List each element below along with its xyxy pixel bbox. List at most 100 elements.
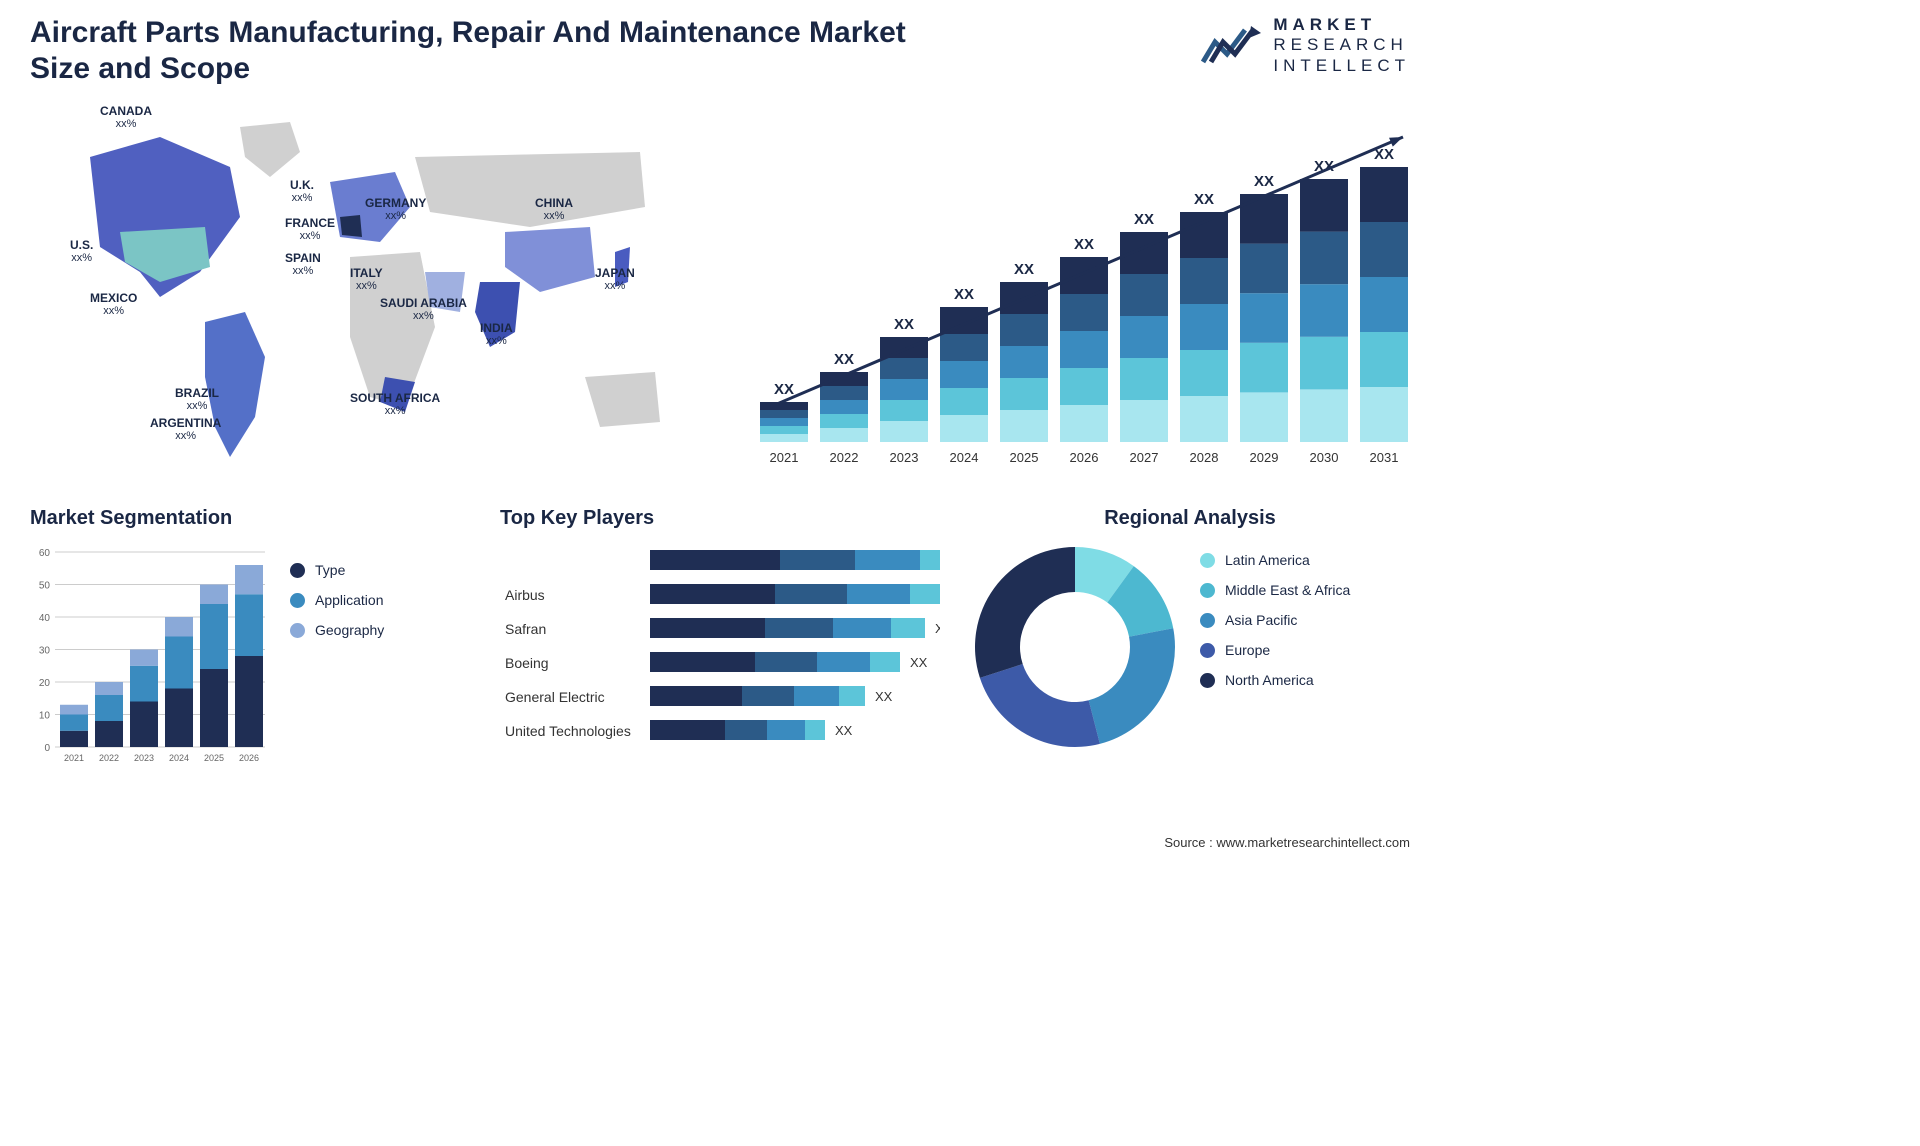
map-label-name: ARGENTINA (150, 416, 221, 430)
legend-label: Latin America (1225, 552, 1310, 568)
growth-year-label: 2028 (1190, 450, 1219, 465)
player-bar-seg (805, 720, 825, 740)
player-bar-seg (765, 618, 833, 638)
growth-bar-seg (1300, 337, 1348, 390)
growth-year-label: 2021 (770, 450, 799, 465)
player-label: Airbus (505, 587, 545, 603)
seg-ytick: 60 (39, 548, 51, 559)
growth-bar-seg (1300, 232, 1348, 285)
map-label-pct: xx% (175, 400, 219, 412)
legend-label: Type (315, 562, 345, 578)
player-bar-seg (650, 584, 775, 604)
map-label: SOUTH AFRICAxx% (350, 392, 440, 417)
seg-bar-seg (200, 585, 228, 605)
map-label-name: FRANCE (285, 216, 335, 230)
legend-label: Europe (1225, 642, 1270, 658)
logo-text-1: MARKET (1273, 15, 1410, 35)
growth-bar-seg (1240, 293, 1288, 343)
map-label: SAUDI ARABIAxx% (380, 297, 467, 322)
growth-bar-seg (940, 388, 988, 415)
player-bar-seg (794, 686, 839, 706)
growth-bar-seg (1120, 232, 1168, 274)
player-label: Boeing (505, 655, 549, 671)
growth-bar-label: XX (1134, 211, 1154, 228)
regional-legend: Latin AmericaMiddle East & AfricaAsia Pa… (1200, 542, 1350, 688)
regional-donut-chart (970, 542, 1180, 752)
map-label-pct: xx% (100, 118, 152, 130)
map-label-pct: xx% (90, 305, 137, 317)
seg-year-label: 2026 (239, 753, 259, 763)
seg-ytick: 30 (39, 646, 51, 657)
legend-label: North America (1225, 672, 1314, 688)
growth-bar-seg (1360, 332, 1408, 387)
growth-bar-seg (1060, 257, 1108, 294)
map-label-name: SOUTH AFRICA (350, 391, 440, 405)
growth-year-label: 2031 (1370, 450, 1399, 465)
seg-bar-seg (235, 565, 263, 594)
map-label: U.S.xx% (70, 239, 93, 264)
segmentation-title: Market Segmentation (30, 507, 470, 530)
legend-swatch (1200, 553, 1215, 568)
map-label: FRANCExx% (285, 217, 335, 242)
seg-year-label: 2025 (204, 753, 224, 763)
growth-bar-label: XX (894, 316, 914, 333)
seg-bar-seg (200, 604, 228, 669)
growth-bar-seg (880, 358, 928, 379)
logo-text-3: INTELLECT (1273, 56, 1410, 76)
growth-bar-seg (1240, 392, 1288, 442)
players-title: Top Key Players (500, 507, 940, 530)
growth-bar-seg (1180, 304, 1228, 350)
growth-bar-seg (1180, 396, 1228, 442)
seg-bar-seg (60, 731, 88, 747)
map-label-pct: xx% (365, 210, 426, 222)
page-title: Aircraft Parts Manufacturing, Repair And… (30, 15, 930, 87)
map-label-pct: xx% (350, 280, 383, 292)
legend-item: Geography (290, 622, 384, 638)
player-bar-seg (650, 720, 725, 740)
growth-year-label: 2027 (1130, 450, 1159, 465)
legend-item: Latin America (1200, 552, 1350, 568)
map-label-pct: xx% (535, 210, 573, 222)
map-label-name: JAPAN (595, 266, 635, 280)
map-label-name: SAUDI ARABIA (380, 296, 467, 310)
legend-item: North America (1200, 672, 1350, 688)
map-label: ITALYxx% (350, 267, 383, 292)
segmentation-legend: TypeApplicationGeography (290, 542, 384, 772)
map-label-name: BRAZIL (175, 386, 219, 400)
legend-swatch (290, 593, 305, 608)
player-bar-seg (650, 652, 755, 672)
player-bar-seg (650, 550, 780, 570)
player-label: General Electric (505, 689, 605, 705)
player-value: XX (910, 655, 928, 670)
legend-item: Asia Pacific (1200, 612, 1350, 628)
map-label: INDIAxx% (480, 322, 513, 347)
growth-bar-seg (1000, 314, 1048, 346)
source-attribution: Source : www.marketresearchintellect.com (1164, 835, 1410, 850)
growth-bar-seg (1300, 179, 1348, 232)
player-bar-seg (742, 686, 794, 706)
regional-panel: Regional Analysis Latin AmericaMiddle Ea… (970, 507, 1410, 772)
growth-bar-seg (820, 400, 868, 414)
map-label: U.K.xx% (290, 179, 314, 204)
legend-swatch (290, 623, 305, 638)
growth-bar-seg (1000, 410, 1048, 442)
player-bar-seg (775, 584, 847, 604)
player-bar-seg (920, 550, 940, 570)
player-label: United Technologies (505, 723, 631, 739)
map-label-pct: xx% (480, 335, 513, 347)
map-label: JAPANxx% (595, 267, 635, 292)
growth-bar-seg (1180, 350, 1228, 396)
player-bar-seg (855, 550, 920, 570)
donut-slice (1089, 628, 1175, 744)
map-label-name: GERMANY (365, 196, 426, 210)
growth-year-label: 2022 (830, 450, 859, 465)
map-label-name: MEXICO (90, 291, 137, 305)
logo-text-2: RESEARCH (1273, 35, 1410, 55)
map-label: GERMANYxx% (365, 197, 426, 222)
seg-ytick: 40 (39, 613, 51, 624)
legend-swatch (290, 563, 305, 578)
growth-year-label: 2024 (950, 450, 979, 465)
growth-bar-seg (1060, 331, 1108, 368)
growth-bar-seg (1120, 358, 1168, 400)
map-label-pct: xx% (595, 280, 635, 292)
